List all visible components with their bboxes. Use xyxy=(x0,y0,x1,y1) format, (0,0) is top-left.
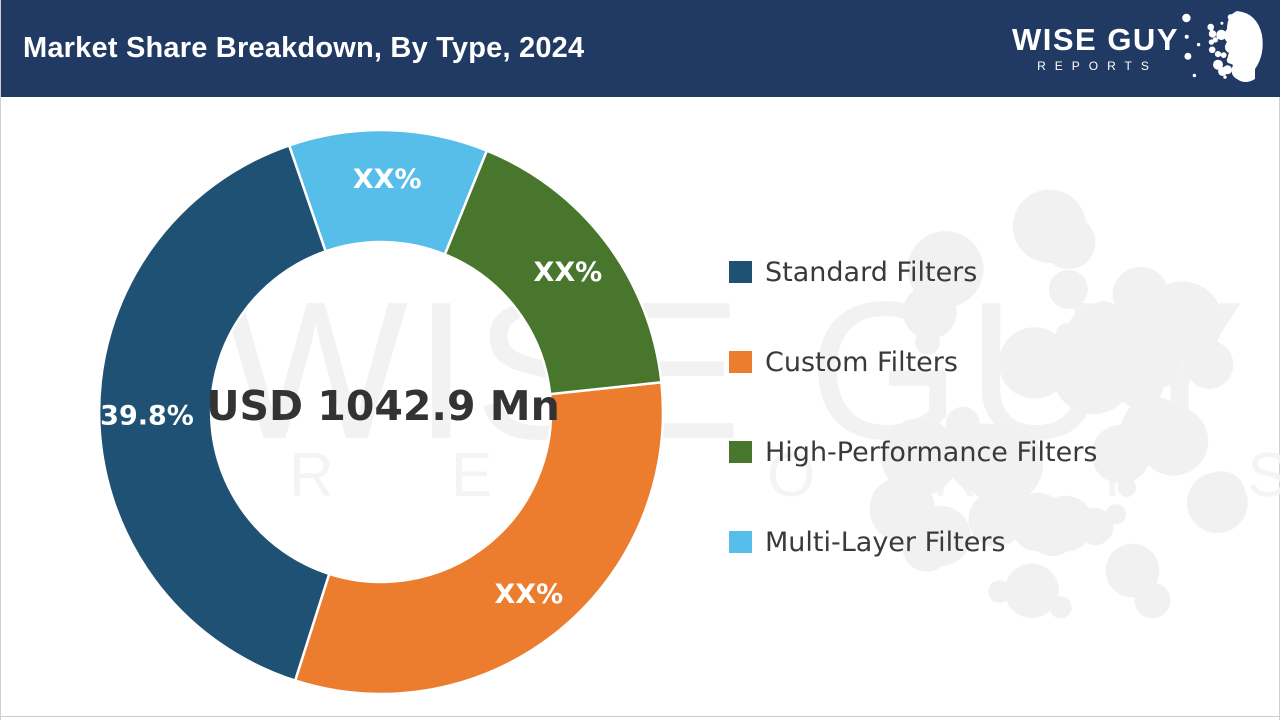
legend-item-standard-filters: Standard Filters xyxy=(729,258,1097,286)
slice-label-multi-layer-filters: XX% xyxy=(353,164,422,195)
legend-item-multi-layer-filters: Multi-Layer Filters xyxy=(729,528,1097,556)
brand-logo-name: WISE GUY xyxy=(1011,22,1179,57)
legend-label-multi-layer-filters: Multi-Layer Filters xyxy=(765,526,1006,558)
brand-logo-subtitle: REPORTS xyxy=(1037,59,1158,73)
bottom-divider xyxy=(1,716,1280,717)
legend-swatch-standard-filters xyxy=(729,261,752,283)
legend-swatch-multi-layer-filters xyxy=(729,531,752,553)
legend-label-custom-filters: Custom Filters xyxy=(765,346,958,378)
legend: Standard Filters Custom Filters High-Per… xyxy=(729,258,1097,618)
brand-logo-text: WISE GUY REPORTS xyxy=(1012,24,1179,73)
slice-label-standard-filters: 39.8% xyxy=(100,400,194,431)
brand-face-icon xyxy=(1182,10,1263,82)
legend-swatch-high-performance-filters xyxy=(729,441,752,463)
donut-slices xyxy=(97,128,665,696)
donut-slice-high-performance-filters xyxy=(443,149,663,396)
header-bar: Market Share Breakdown, By Type, 2024 WI… xyxy=(1,0,1280,97)
donut-slice-multi-layer-filters xyxy=(287,128,489,256)
page-title: Market Share Breakdown, By Type, 2024 xyxy=(23,32,585,64)
donut-slice-labels: 39.8% XX% XX% XX% xyxy=(100,164,602,610)
slice-label-high-performance-filters: XX% xyxy=(534,257,603,288)
slice-label-custom-filters: XX% xyxy=(494,579,563,610)
legend-label-standard-filters: Standard Filters xyxy=(765,256,978,288)
legend-swatch-custom-filters xyxy=(729,351,752,373)
legend-item-custom-filters: Custom Filters xyxy=(729,348,1097,376)
donut-slice-custom-filters xyxy=(293,381,665,696)
legend-label-high-performance-filters: High-Performance Filters xyxy=(765,436,1098,468)
donut-slice-standard-filters xyxy=(97,144,331,682)
legend-item-high-performance-filters: High-Performance Filters xyxy=(729,438,1097,466)
donut-center-value: USD 1042.9 Mn xyxy=(206,382,560,430)
brand-logo: WISE GUY REPORTS xyxy=(1012,7,1267,91)
